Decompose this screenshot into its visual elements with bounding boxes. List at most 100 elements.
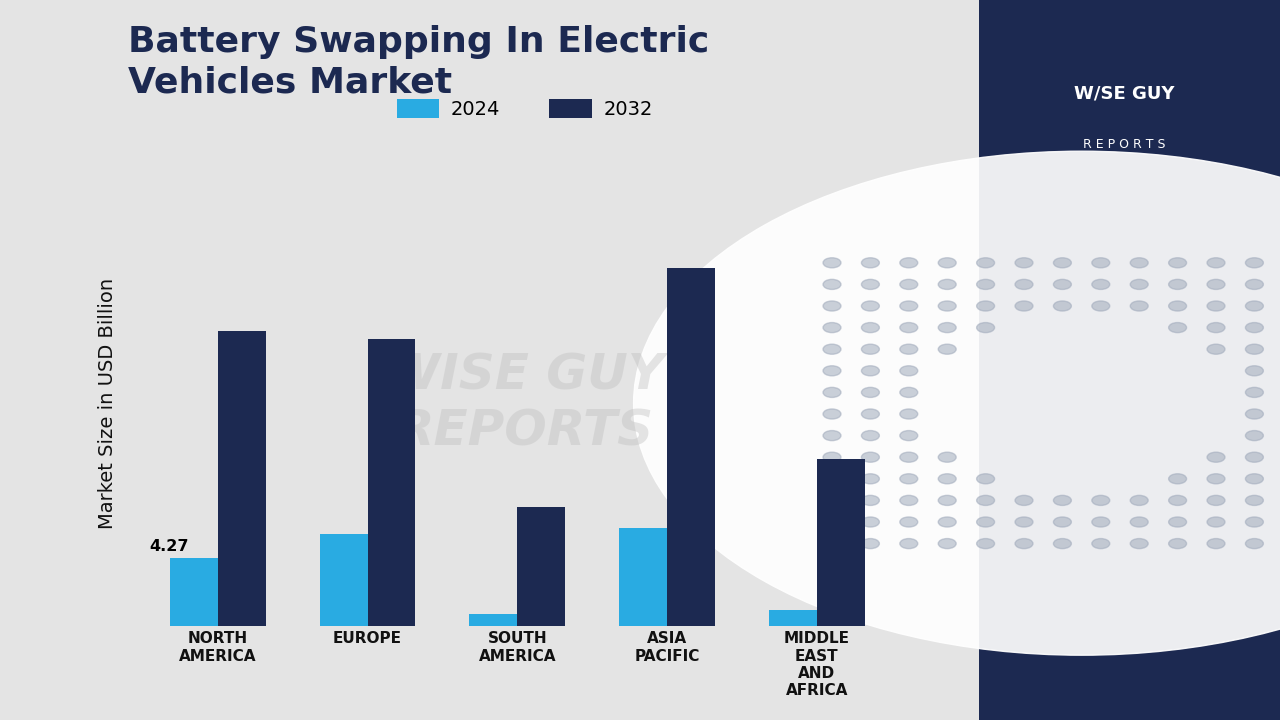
Circle shape [1207,495,1225,505]
Circle shape [1130,301,1148,311]
Circle shape [1015,517,1033,527]
Circle shape [1207,517,1225,527]
Circle shape [900,452,918,462]
Circle shape [900,344,918,354]
Circle shape [938,474,956,484]
Circle shape [900,474,918,484]
Circle shape [1092,301,1110,311]
Circle shape [823,517,841,527]
Circle shape [1015,495,1033,505]
Circle shape [1245,517,1263,527]
Circle shape [977,495,995,505]
Circle shape [1169,517,1187,527]
Circle shape [1207,301,1225,311]
Circle shape [938,517,956,527]
Text: R E P O R T S: R E P O R T S [1083,138,1165,150]
Circle shape [861,366,879,376]
Bar [367,339,416,626]
Circle shape [1245,452,1263,462]
Bar [620,528,667,626]
Circle shape [1245,258,1263,268]
Y-axis label: Market Size in USD Billion: Market Size in USD Billion [97,278,116,528]
Bar [218,331,266,626]
Circle shape [823,387,841,397]
Circle shape [1245,539,1263,549]
Circle shape [1245,495,1263,505]
Circle shape [900,323,918,333]
Circle shape [823,279,841,289]
Circle shape [977,539,995,549]
Circle shape [900,301,918,311]
Circle shape [634,151,1280,655]
Circle shape [1207,344,1225,354]
Bar [470,614,517,626]
Circle shape [938,301,956,311]
Bar [517,507,566,626]
Circle shape [823,495,841,505]
Circle shape [1053,539,1071,549]
Circle shape [977,517,995,527]
Circle shape [861,409,879,419]
Circle shape [938,344,956,354]
Text: WISE GUY
REPORTS: WISE GUY REPORTS [385,351,664,455]
Circle shape [1015,301,1033,311]
Circle shape [1092,258,1110,268]
Bar [170,558,218,626]
Circle shape [1169,279,1187,289]
Circle shape [1015,539,1033,549]
Circle shape [1245,409,1263,419]
Circle shape [1207,452,1225,462]
Circle shape [938,258,956,268]
Bar [817,459,865,626]
Circle shape [1053,495,1071,505]
Circle shape [938,279,956,289]
Text: 4.27: 4.27 [148,539,188,554]
Circle shape [1169,301,1187,311]
Circle shape [1130,517,1148,527]
Circle shape [1207,279,1225,289]
Circle shape [1169,258,1187,268]
Circle shape [823,474,841,484]
Circle shape [1053,517,1071,527]
Circle shape [861,279,879,289]
Circle shape [977,301,995,311]
Circle shape [1245,431,1263,441]
Circle shape [938,495,956,505]
Circle shape [823,323,841,333]
Circle shape [1053,301,1071,311]
Circle shape [1245,366,1263,376]
Circle shape [900,517,918,527]
Circle shape [861,301,879,311]
Circle shape [861,344,879,354]
Circle shape [823,344,841,354]
Circle shape [1015,279,1033,289]
Bar [667,268,716,626]
Legend: 2024, 2032: 2024, 2032 [389,91,660,127]
Circle shape [1245,279,1263,289]
Circle shape [1207,539,1225,549]
Circle shape [1092,517,1110,527]
Circle shape [1207,474,1225,484]
Circle shape [900,279,918,289]
Circle shape [900,409,918,419]
Circle shape [1245,344,1263,354]
Circle shape [1245,323,1263,333]
Circle shape [977,323,995,333]
Circle shape [900,258,918,268]
Circle shape [977,258,995,268]
Circle shape [900,539,918,549]
Circle shape [1130,258,1148,268]
Circle shape [1015,258,1033,268]
Circle shape [1169,495,1187,505]
Circle shape [900,431,918,441]
Circle shape [1053,258,1071,268]
Circle shape [900,495,918,505]
Circle shape [977,279,995,289]
Circle shape [823,366,841,376]
Circle shape [1092,495,1110,505]
Circle shape [861,495,879,505]
Circle shape [1092,539,1110,549]
Circle shape [1092,279,1110,289]
Circle shape [861,323,879,333]
Circle shape [861,431,879,441]
